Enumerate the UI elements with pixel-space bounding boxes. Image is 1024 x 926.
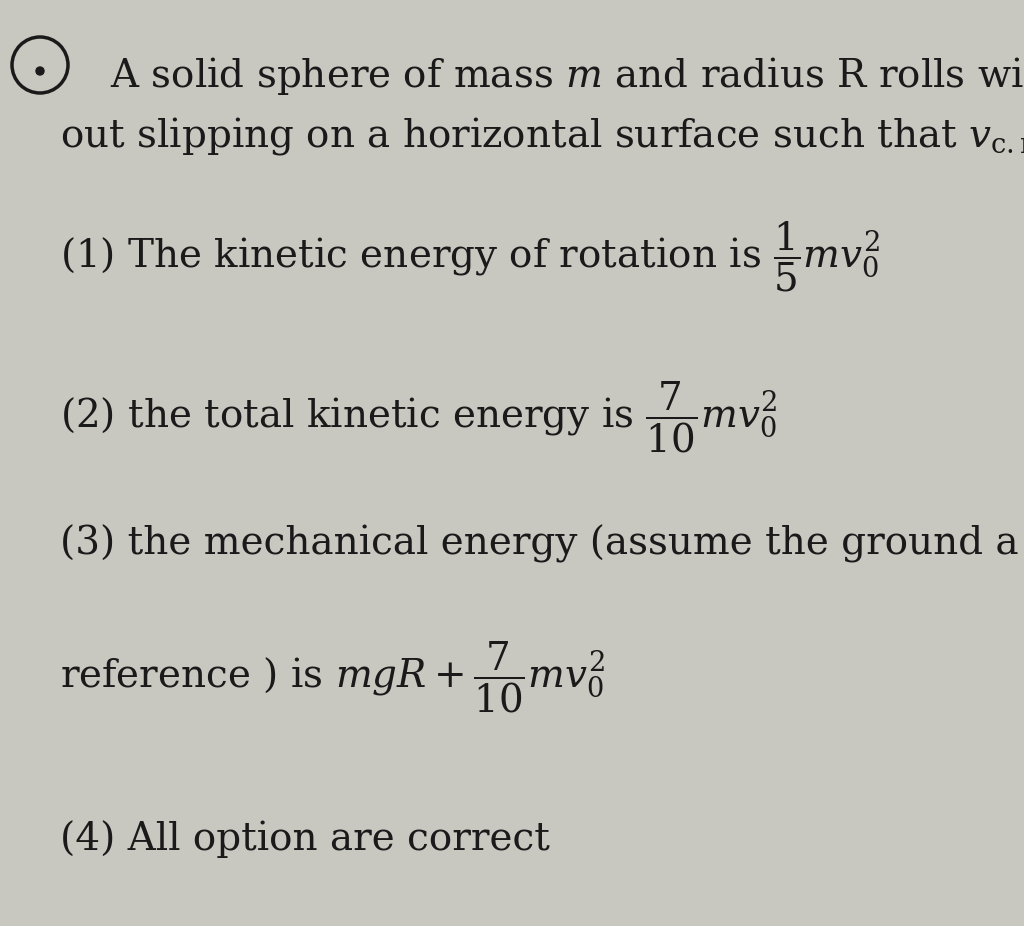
Text: (1) The kinetic energy of rotation is $\dfrac{1}{5}mv_0^2$: (1) The kinetic energy of rotation is $\…	[60, 220, 880, 294]
Text: A solid sphere of mass $m$ and radius R rolls with-: A solid sphere of mass $m$ and radius R …	[110, 55, 1024, 97]
Text: reference ) is $mgR+\dfrac{7}{10}mv_0^2$: reference ) is $mgR+\dfrac{7}{10}mv_0^2$	[60, 640, 605, 715]
Text: out slipping on a horizontal surface such that $v_{\mathrm{c.m.}}=v_0$: out slipping on a horizontal surface suc…	[60, 115, 1024, 157]
Text: (2) the total kinetic energy is $\dfrac{7}{10}mv_0^2$: (2) the total kinetic energy is $\dfrac{…	[60, 380, 777, 456]
Circle shape	[36, 67, 44, 75]
Text: (4) All option are correct: (4) All option are correct	[60, 820, 550, 857]
Text: (3) the mechanical energy (assume the ground a: (3) the mechanical energy (assume the gr…	[60, 525, 1019, 563]
